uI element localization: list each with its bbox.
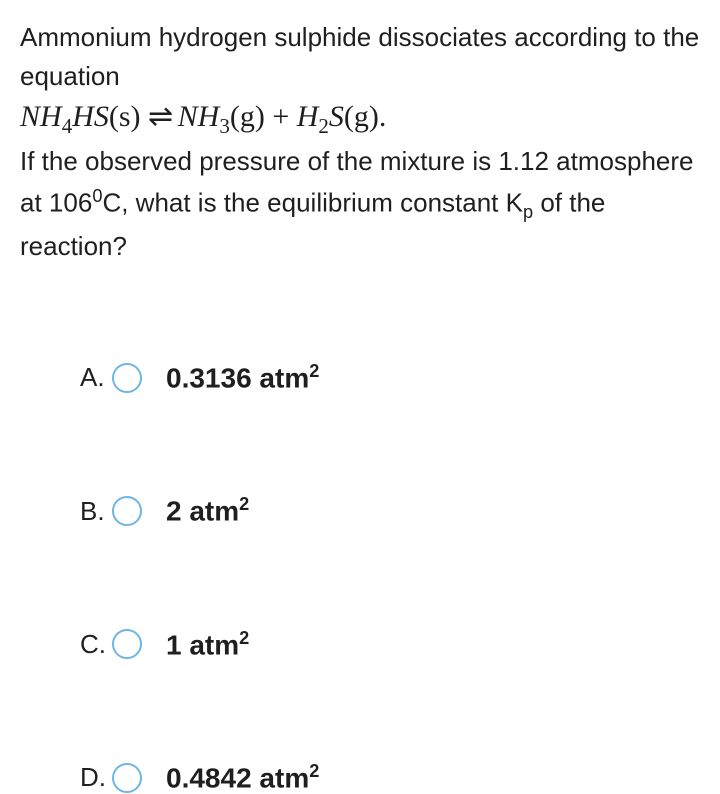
option-text: 0.3136 atm2	[166, 361, 319, 394]
eq-p1: NH	[178, 100, 220, 133]
eq-reactant: NH	[20, 100, 62, 133]
temp-value: 106	[49, 187, 92, 217]
eq-p1-sub: 3	[219, 114, 230, 138]
eq-plus: +	[272, 100, 289, 133]
option-letter: C.	[80, 629, 106, 660]
option-letter: A.	[80, 362, 106, 393]
option-value: 1 atm	[166, 629, 239, 660]
option-sup: 2	[239, 628, 249, 648]
option-sup: 2	[239, 494, 249, 514]
eq-p2-state: (g)	[344, 100, 379, 133]
option-value: 2 atm	[166, 496, 239, 527]
chemical-equation: NH4HS(s) ⇌ NH3(g) + H2S(g).	[20, 96, 700, 141]
question-intro: Ammonium hydrogen sulphide dissociates a…	[20, 18, 700, 96]
radio-icon[interactable]	[112, 363, 142, 393]
eq-arrow: ⇌	[148, 100, 170, 133]
eq-r-mid: HS	[72, 100, 109, 133]
option-a[interactable]: A. 0.3136 atm2	[80, 361, 700, 394]
eq-p2-mid: S	[329, 100, 344, 133]
option-value: 0.3136 atm	[166, 362, 309, 393]
radio-icon[interactable]	[112, 496, 142, 526]
eq-r-sub1: 4	[62, 114, 73, 138]
kp-sub: p	[523, 202, 533, 222]
option-text: 0.4842 atm2	[166, 761, 319, 794]
option-text: 2 atm2	[166, 494, 249, 527]
kp-k: K	[506, 187, 523, 217]
eq-p2: H	[297, 100, 319, 133]
question-followup: If the observed pressure of the mixture …	[20, 141, 700, 266]
option-sup: 2	[309, 761, 319, 781]
pressure-value: 1.12	[498, 146, 549, 176]
eq-r-state: (s)	[109, 100, 141, 133]
temp-unit: C	[102, 187, 121, 217]
eq-p2-sub: 2	[318, 114, 329, 138]
eq-end: .	[379, 100, 387, 133]
temp-sup: 0	[92, 186, 102, 206]
option-b[interactable]: B. 2 atm2	[80, 494, 700, 527]
option-c[interactable]: C. 1 atm2	[80, 628, 700, 661]
radio-icon[interactable]	[112, 763, 142, 793]
option-letter: D.	[80, 762, 106, 793]
eq-p1-state: (g)	[230, 100, 265, 133]
radio-icon[interactable]	[112, 629, 142, 659]
option-text: 1 atm2	[166, 628, 249, 661]
option-letter: B.	[80, 496, 106, 527]
option-sup: 2	[309, 361, 319, 381]
option-d[interactable]: D. 0.4842 atm2	[80, 761, 700, 794]
option-value: 0.4842 atm	[166, 762, 309, 793]
options-list: A. 0.3136 atm2 B. 2 atm2 C. 1 atm2 D. 0.…	[20, 361, 700, 794]
